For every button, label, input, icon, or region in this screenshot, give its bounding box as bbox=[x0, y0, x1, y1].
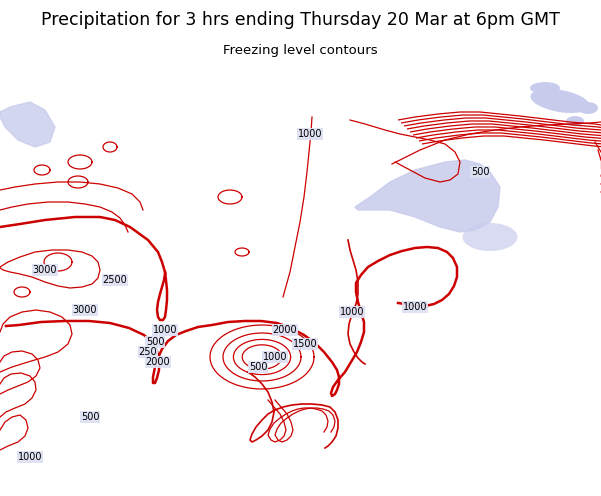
Text: 1000: 1000 bbox=[18, 452, 42, 462]
Text: 1500: 1500 bbox=[293, 339, 317, 349]
Text: 1000: 1000 bbox=[403, 302, 427, 312]
Text: 3000: 3000 bbox=[73, 305, 97, 315]
Text: 1000: 1000 bbox=[340, 307, 364, 317]
Text: 1000: 1000 bbox=[263, 352, 287, 362]
Ellipse shape bbox=[578, 102, 598, 114]
Text: 500: 500 bbox=[249, 362, 267, 372]
Ellipse shape bbox=[463, 223, 517, 251]
Text: 500: 500 bbox=[471, 167, 489, 177]
Text: 3000: 3000 bbox=[32, 265, 57, 275]
Text: 2500: 2500 bbox=[103, 275, 127, 285]
Polygon shape bbox=[355, 160, 500, 232]
Text: 1000: 1000 bbox=[297, 129, 322, 139]
Text: 500: 500 bbox=[81, 412, 99, 422]
Text: 1000: 1000 bbox=[153, 325, 177, 335]
Polygon shape bbox=[0, 102, 55, 147]
Ellipse shape bbox=[530, 82, 560, 94]
Ellipse shape bbox=[566, 116, 584, 126]
Text: 500: 500 bbox=[146, 337, 164, 347]
Text: 250: 250 bbox=[139, 347, 157, 357]
Text: 2000: 2000 bbox=[273, 325, 297, 335]
Text: Freezing level contours: Freezing level contours bbox=[223, 44, 378, 58]
Text: 2000: 2000 bbox=[145, 357, 170, 367]
Text: Precipitation for 3 hrs ending Thursday 20 Mar at 6pm GMT: Precipitation for 3 hrs ending Thursday … bbox=[41, 11, 560, 29]
Ellipse shape bbox=[531, 89, 590, 113]
